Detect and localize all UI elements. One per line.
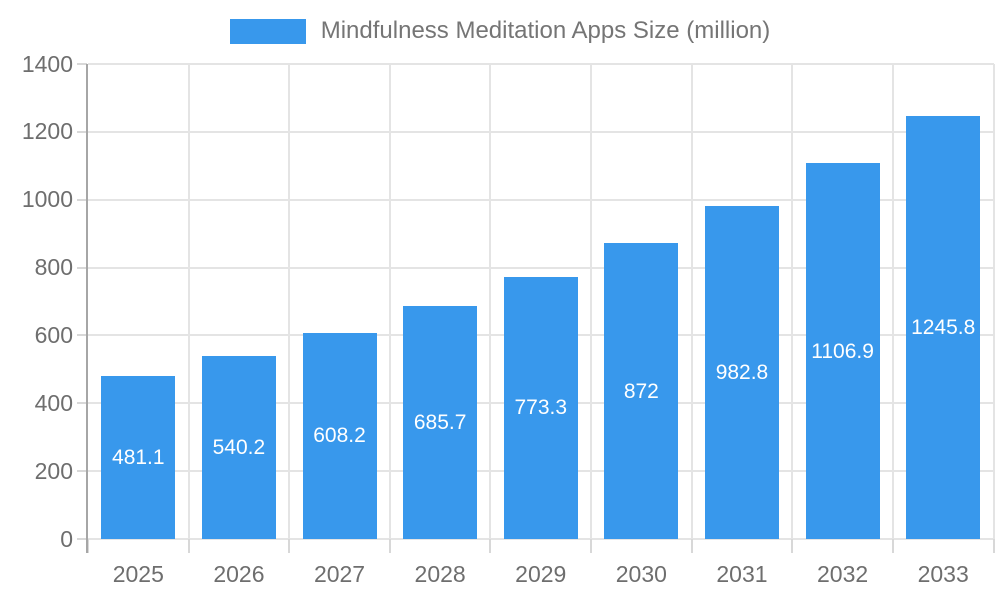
y-axis-label: 600	[34, 321, 73, 348]
y-axis-label: 1200	[21, 118, 73, 145]
bar-2026[interactable]: 540.2	[201, 355, 276, 539]
x-gridline	[992, 64, 995, 539]
x-gridline	[288, 64, 291, 539]
bar-2032[interactable]: 1106.9	[805, 163, 880, 539]
x-axis-tick	[87, 539, 89, 553]
x-axis-label: 2033	[917, 561, 969, 587]
bar-2029[interactable]: 773.3	[503, 276, 578, 539]
y-axis-label: 400	[34, 389, 73, 416]
x-axis-label: 2026	[213, 561, 265, 587]
y-gridline	[88, 63, 994, 65]
bar-value-label: 872	[623, 379, 659, 403]
x-gridline	[489, 64, 492, 539]
x-axis-label: 2031	[716, 561, 768, 587]
x-axis-label: 2027	[313, 561, 366, 587]
legend[interactable]: Mindfulness Meditation Apps Size (millio…	[0, 17, 1000, 45]
y-gridline	[88, 130, 994, 133]
bar-value-label: 1245.8	[911, 316, 976, 340]
bar-value-label: 685.7	[413, 411, 467, 435]
x-axis-tick	[288, 539, 291, 553]
x-axis-tick	[388, 539, 391, 553]
x-axis-label: 2025	[112, 561, 164, 587]
x-gridline	[791, 64, 794, 539]
x-axis-tick	[992, 539, 995, 553]
x-gridline	[590, 64, 593, 539]
y-axis-tick	[77, 198, 87, 201]
y-gridline	[88, 266, 994, 269]
y-axis-tick	[77, 470, 87, 473]
legend-label: Mindfulness Meditation Apps Size (millio…	[320, 17, 771, 44]
y-axis-line	[86, 64, 88, 553]
bar-2031[interactable]: 982.8	[704, 205, 779, 539]
y-axis-label: 0	[60, 525, 73, 552]
x-axis-tick	[590, 539, 593, 553]
x-axis-label: 2030	[615, 561, 667, 587]
y-axis-label: 800	[34, 254, 73, 281]
x-axis-label: 2029	[515, 561, 567, 587]
y-axis-tick	[77, 130, 87, 133]
x-axis-label: 2028	[414, 561, 466, 587]
bar-2025[interactable]: 481.1	[101, 375, 176, 539]
x-gridline	[690, 64, 693, 539]
y-axis-label: 1000	[21, 186, 73, 213]
x-axis-label: 2032	[816, 561, 869, 587]
x-axis-tick	[489, 539, 492, 553]
bar-2027[interactable]: 608.2	[302, 332, 377, 539]
bar-value-label: 773.3	[514, 396, 568, 420]
y-axis-tick	[77, 402, 87, 405]
y-axis-label: 200	[34, 457, 73, 484]
x-gridline	[388, 64, 391, 539]
y-axis-tick	[77, 334, 87, 337]
y-axis-label: 1400	[21, 50, 73, 77]
bar-value-label: 1106.9	[811, 339, 874, 363]
y-axis-tick	[77, 266, 87, 269]
bar-2030[interactable]: 872	[604, 243, 679, 539]
bar-value-label: 982.8	[715, 360, 769, 384]
x-axis-tick	[891, 539, 894, 553]
x-gridline	[891, 64, 894, 539]
y-axis-tick	[77, 63, 87, 65]
x-axis-tick	[187, 539, 190, 553]
legend-swatch-icon	[229, 18, 306, 44]
y-gridline	[88, 198, 994, 201]
bar-value-label: 608.2	[313, 424, 366, 448]
x-gridline	[187, 64, 190, 539]
bar-value-label: 481.1	[112, 445, 165, 469]
y-gridline	[88, 538, 994, 540]
bar-value-label: 540.2	[212, 435, 266, 459]
x-axis-tick	[690, 539, 693, 553]
x-axis-tick	[791, 539, 794, 553]
bar-2033[interactable]: 1245.8	[906, 116, 981, 539]
bar-2028[interactable]: 685.7	[403, 306, 478, 539]
y-axis-tick	[77, 538, 87, 540]
